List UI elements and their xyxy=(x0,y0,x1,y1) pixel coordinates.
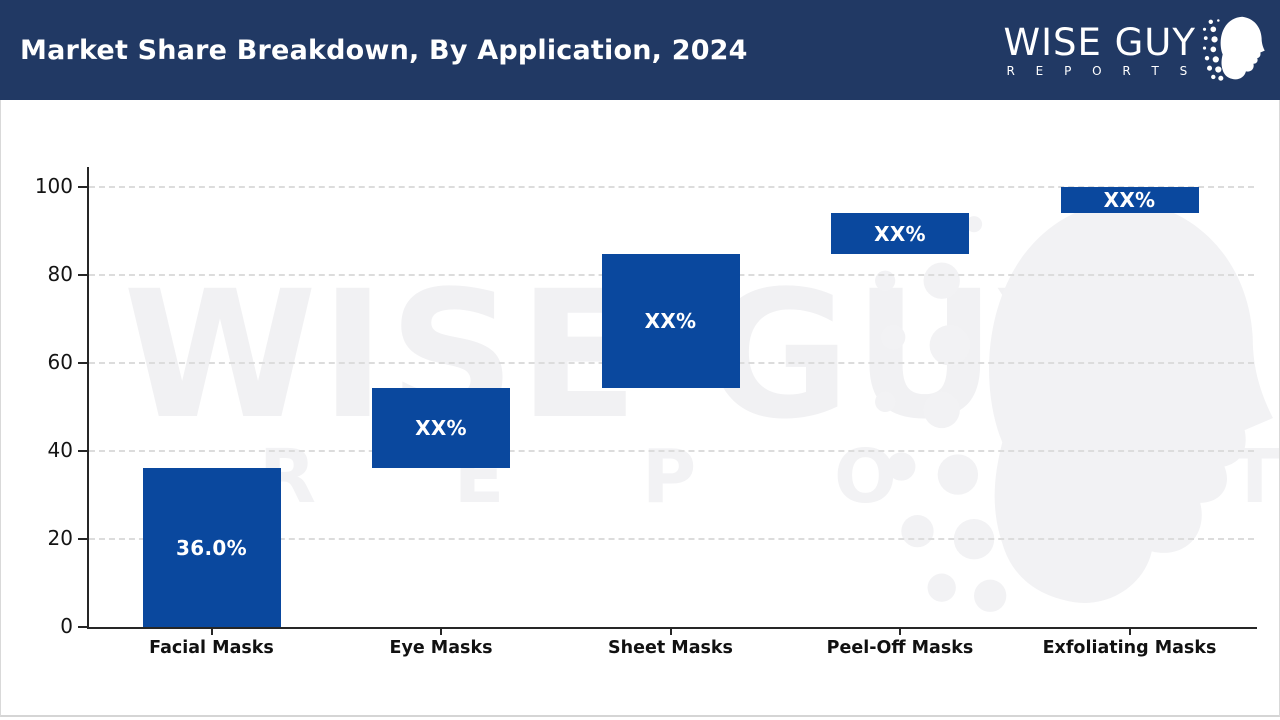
bar-value-label: 36.0% xyxy=(176,535,247,560)
y-axis-tick xyxy=(78,626,87,628)
bar-value-label: XX% xyxy=(644,308,697,333)
category-label: Facial Masks xyxy=(149,638,274,658)
y-axis-tick xyxy=(78,273,87,276)
plot-area: 0 20 40 60 80 100 36.0% Facial Masks XX% Eye Mask… xyxy=(1,100,1279,715)
y-axis-tick-label: 40 xyxy=(47,437,73,462)
y-axis-tick-label: 100 xyxy=(34,173,73,198)
x-axis-tick xyxy=(1128,629,1131,635)
y-axis-tick xyxy=(78,361,87,364)
brand-subtitle: R E P O R T S xyxy=(1006,63,1196,78)
y-axis-tick-label: 0 xyxy=(60,614,73,638)
bar-value-label: XX% xyxy=(415,416,467,441)
y-axis-tick xyxy=(78,185,87,188)
bar-sheet-masks: XX% xyxy=(601,253,740,388)
category-label: Peel-Off Masks xyxy=(826,638,974,658)
y-axis-line xyxy=(87,167,89,629)
gridline xyxy=(89,537,1254,540)
bar-exfoliating-masks: XX% xyxy=(1060,186,1199,214)
y-axis-tick xyxy=(78,449,87,452)
x-axis-tick xyxy=(899,629,901,635)
chart-canvas: WISE GUY R E P O R T S 02040608010036.0%… xyxy=(0,100,1280,717)
category-label: Sheet Masks xyxy=(608,638,733,658)
header-bar: Market Share Breakdown, By Application, … xyxy=(0,0,1280,100)
y-axis-tick-label: 80 xyxy=(47,261,73,286)
brand-head-icon xyxy=(1202,16,1265,81)
category-label: Eye Masks xyxy=(389,638,493,658)
bar-eye-masks: XX% xyxy=(372,387,510,469)
x-axis-line xyxy=(87,627,1257,629)
bar-value-label: XX% xyxy=(1103,187,1156,212)
y-axis-tick-label: 60 xyxy=(47,349,73,374)
category-label: Exfoliating Masks xyxy=(1042,638,1217,658)
y-axis-tick xyxy=(78,537,87,540)
gridline xyxy=(89,449,1254,452)
brand-logo: WISE GUY R E P O R T S xyxy=(1004,12,1280,88)
brand-name: WISE GUY xyxy=(1003,20,1196,64)
bar-facial-masks: 36.0% xyxy=(142,468,281,627)
x-axis-tick xyxy=(210,629,213,635)
x-axis-tick xyxy=(440,629,442,635)
brand-logo-text: WISE GUY R E P O R T S xyxy=(1004,24,1196,77)
bar-value-label: XX% xyxy=(874,221,926,246)
gridline xyxy=(89,185,1254,188)
page-title: Market Share Breakdown, By Application, … xyxy=(20,34,748,66)
x-axis-tick xyxy=(669,629,672,635)
y-axis-tick-label: 20 xyxy=(47,525,73,550)
bar-peel-off-masks: XX% xyxy=(831,213,969,254)
